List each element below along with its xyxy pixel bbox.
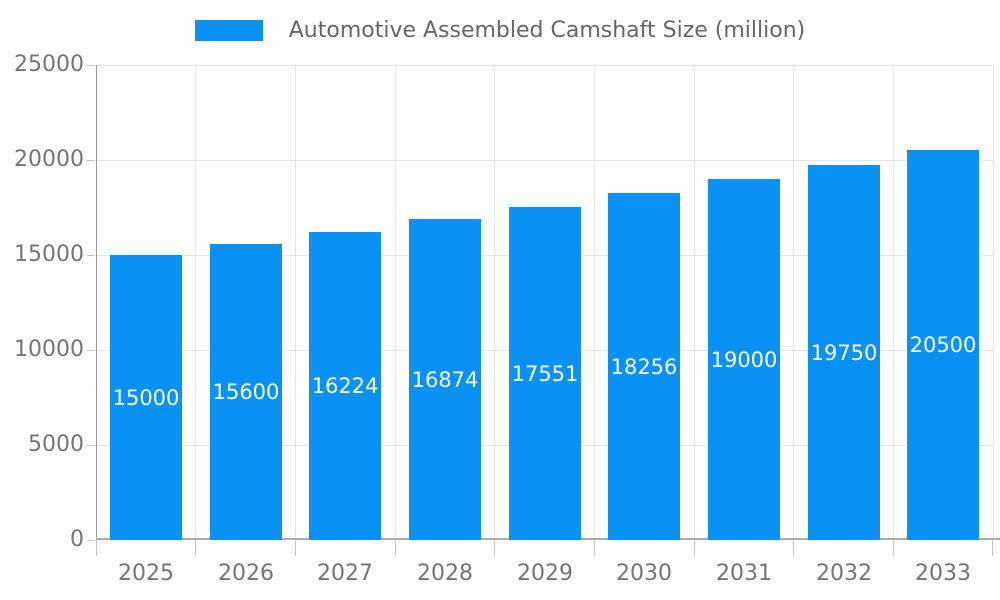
x-axis-label: 2030	[616, 561, 672, 586]
x-axis-label: 2029	[517, 561, 573, 586]
bar-2029[interactable]: 17551	[509, 207, 581, 540]
x-axis-label: 2028	[417, 561, 473, 586]
legend[interactable]: Automotive Assembled Camshaft Size (mill…	[0, 16, 1000, 44]
legend-label: Automotive Assembled Camshaft Size (mill…	[288, 17, 806, 43]
y-axis-tick	[87, 444, 95, 446]
y-axis-tick	[87, 539, 95, 541]
y-axis-label: 0	[70, 527, 84, 552]
y-axis-label: 15000	[14, 242, 84, 267]
x-axis-tick	[991, 540, 993, 556]
y-axis-tick	[87, 254, 95, 256]
y-axis-label: 10000	[14, 337, 84, 362]
bar-value-label: 18256	[610, 354, 678, 379]
x-gridline	[494, 65, 496, 540]
x-gridline	[693, 65, 695, 540]
y-axis-label: 5000	[28, 432, 84, 457]
bar-value-label: 16224	[311, 374, 379, 398]
bar-value-label: 20500	[909, 333, 977, 357]
bar-value-label: 16874	[411, 367, 479, 392]
bar-2031[interactable]: 19000	[708, 179, 780, 540]
x-axis-tick	[892, 540, 894, 556]
x-gridline	[195, 65, 197, 540]
plot-area: 15000 15600 16224 16874 17551 18256 19000 19750…	[87, 64, 1000, 556]
y-gridline	[96, 159, 993, 161]
y-axis-tick	[87, 349, 95, 351]
x-axis-tick	[593, 540, 595, 556]
x-axis-tick	[693, 540, 695, 556]
bar-2028[interactable]: 16874	[409, 219, 481, 540]
x-axis-label: 2026	[218, 561, 274, 586]
x-axis-label: 2027	[317, 561, 373, 586]
y-axis-tick	[87, 159, 95, 161]
x-axis-label: 2025	[118, 561, 174, 586]
bar-2026[interactable]: 15600	[210, 244, 282, 540]
y-gridline	[96, 65, 993, 66]
x-axis-tick	[494, 540, 496, 556]
bar-2032[interactable]: 19750	[808, 165, 880, 540]
x-axis-label: 2031	[716, 561, 772, 586]
legend-swatch-icon	[194, 19, 263, 41]
x-gridline	[394, 65, 396, 540]
x-gridline	[294, 65, 296, 540]
x-axis-tick	[793, 540, 795, 556]
x-axis-tick	[294, 540, 296, 556]
bar-value-label: 17551	[511, 361, 579, 386]
x-gridline	[892, 65, 894, 540]
bar-2030[interactable]: 18256	[608, 193, 680, 540]
x-gridline	[992, 65, 994, 540]
y-axis-line	[96, 65, 97, 540]
x-axis-tick	[394, 540, 396, 556]
x-axis-tick	[95, 540, 97, 556]
x-gridline	[793, 65, 795, 540]
x-gridline	[593, 65, 595, 540]
y-axis-label: 20000	[14, 147, 84, 172]
x-axis-tick	[195, 540, 197, 556]
y-axis-label: 25000	[14, 52, 84, 77]
bar-2033[interactable]: 20500	[907, 150, 979, 540]
bar-2027[interactable]: 16224	[309, 232, 381, 540]
y-axis-tick	[87, 64, 95, 66]
bar-value-label: 19750	[810, 340, 878, 365]
bar-value-label: 15600	[212, 380, 280, 404]
bar-2025[interactable]: 15000	[110, 255, 182, 540]
bar-value-label: 19000	[710, 347, 778, 372]
bar-value-label: 15000	[112, 385, 180, 410]
x-axis-label: 2033	[915, 561, 971, 586]
x-axis-label: 2032	[816, 561, 872, 586]
